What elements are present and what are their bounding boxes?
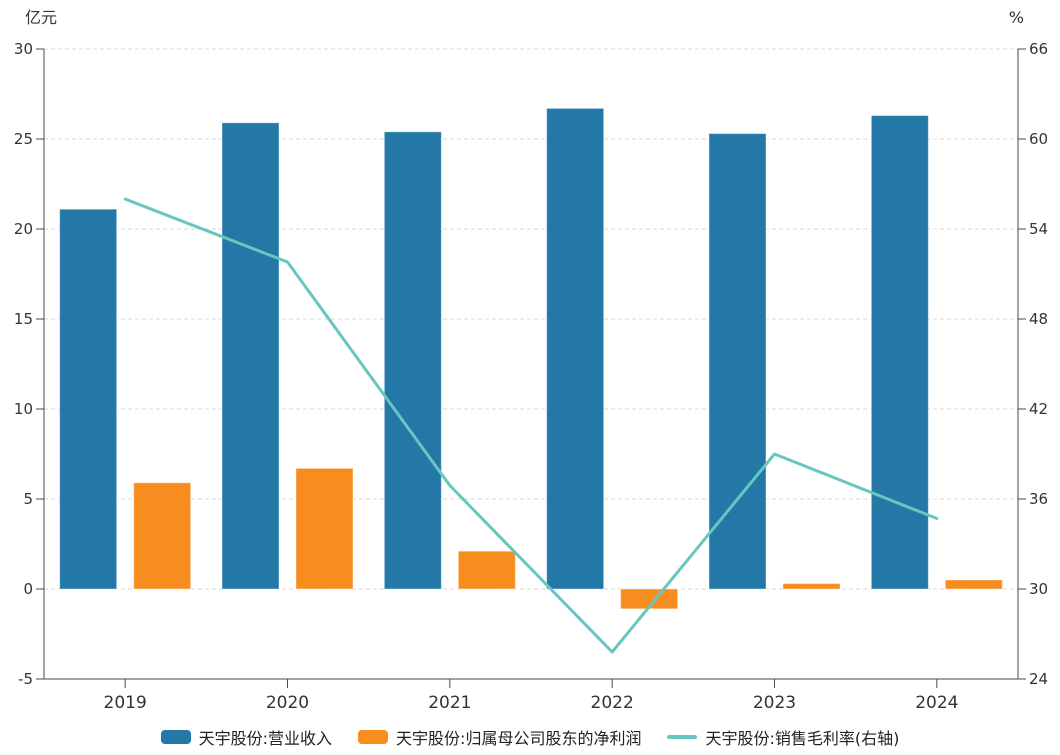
bar-revenue-2020 <box>221 122 280 590</box>
right-axis-tick-label: 48 <box>1029 310 1048 328</box>
bar-revenue-2022 <box>546 107 605 590</box>
right-axis-tick-label: 54 <box>1029 220 1048 238</box>
x-axis-label-2024: 2024 <box>915 693 958 713</box>
x-axis-label-2022: 2022 <box>591 693 634 713</box>
left-axis-tick-label: 0 <box>23 580 33 598</box>
plot-area: -5 0 5 10 15 20 25 30 24 30 36 42 48 54 60 66 2019 2020 20… <box>14 40 1048 713</box>
bar-revenue-2021 <box>383 131 442 590</box>
gross-margin-line <box>123 197 939 654</box>
left-axis-tick-label: 25 <box>14 130 33 148</box>
legend-label-gross-margin: 天宇股份:销售毛利率(右轴) <box>705 729 900 748</box>
left-axis-tick-label: 5 <box>23 490 33 508</box>
left-axis-tick-label: 20 <box>14 220 33 238</box>
right-axis-tick-label: 42 <box>1029 400 1048 418</box>
bar-revenue-2023 <box>708 133 767 590</box>
right-axis-tick-label: 36 <box>1029 490 1048 508</box>
legend: 天宇股份:营业收入 天宇股份:归属母公司股东的净利润 天宇股份:销售毛利率(右轴… <box>0 724 1060 750</box>
left-axis-tick-label: 15 <box>14 310 33 328</box>
bar-net-profit-2020 <box>295 467 354 590</box>
legend-label-revenue: 天宇股份:营业收入 <box>198 729 333 748</box>
left-axis-tick-label: 30 <box>14 40 33 58</box>
revenue-bar-swatch-icon <box>160 730 191 744</box>
bar-revenue-2024 <box>870 115 929 590</box>
right-axis-tick-label: 66 <box>1029 40 1048 58</box>
right-axis-tick-label: 24 <box>1029 670 1048 688</box>
x-axis-label-2021: 2021 <box>428 693 471 713</box>
right-axis-unit-label: % <box>1008 8 1024 27</box>
bar-net-profit-2021 <box>457 550 516 590</box>
bar-revenue-2019 <box>59 208 118 590</box>
x-axis-label-2023: 2023 <box>753 693 796 713</box>
x-axis-label-2020: 2020 <box>266 693 309 713</box>
left-axis-tick-label: 10 <box>14 400 33 418</box>
right-axis-tick-label: 60 <box>1029 130 1048 148</box>
legend-label-net-profit: 天宇股份:归属母公司股东的净利润 <box>396 729 642 748</box>
left-axis-tick-label: -5 <box>18 670 33 688</box>
gross-margin-line-swatch-icon <box>667 735 698 739</box>
bar-net-profit-2019 <box>133 482 192 590</box>
right-axis-tick-label: 30 <box>1029 580 1048 598</box>
x-axis-label-2019: 2019 <box>104 693 147 713</box>
left-axis-unit-label: 亿元 <box>25 8 58 27</box>
legend-item-revenue[interactable]: 天宇股份:营业收入 <box>160 725 333 749</box>
net-profit-bar-swatch-icon <box>358 730 389 744</box>
bar-net-profit-2024 <box>944 579 1003 590</box>
legend-item-gross-margin[interactable]: 天宇股份:销售毛利率(右轴) <box>667 725 899 749</box>
bar-net-profit-2023 <box>782 583 841 590</box>
legend-item-net-profit[interactable]: 天宇股份:归属母公司股东的净利润 <box>358 725 641 749</box>
